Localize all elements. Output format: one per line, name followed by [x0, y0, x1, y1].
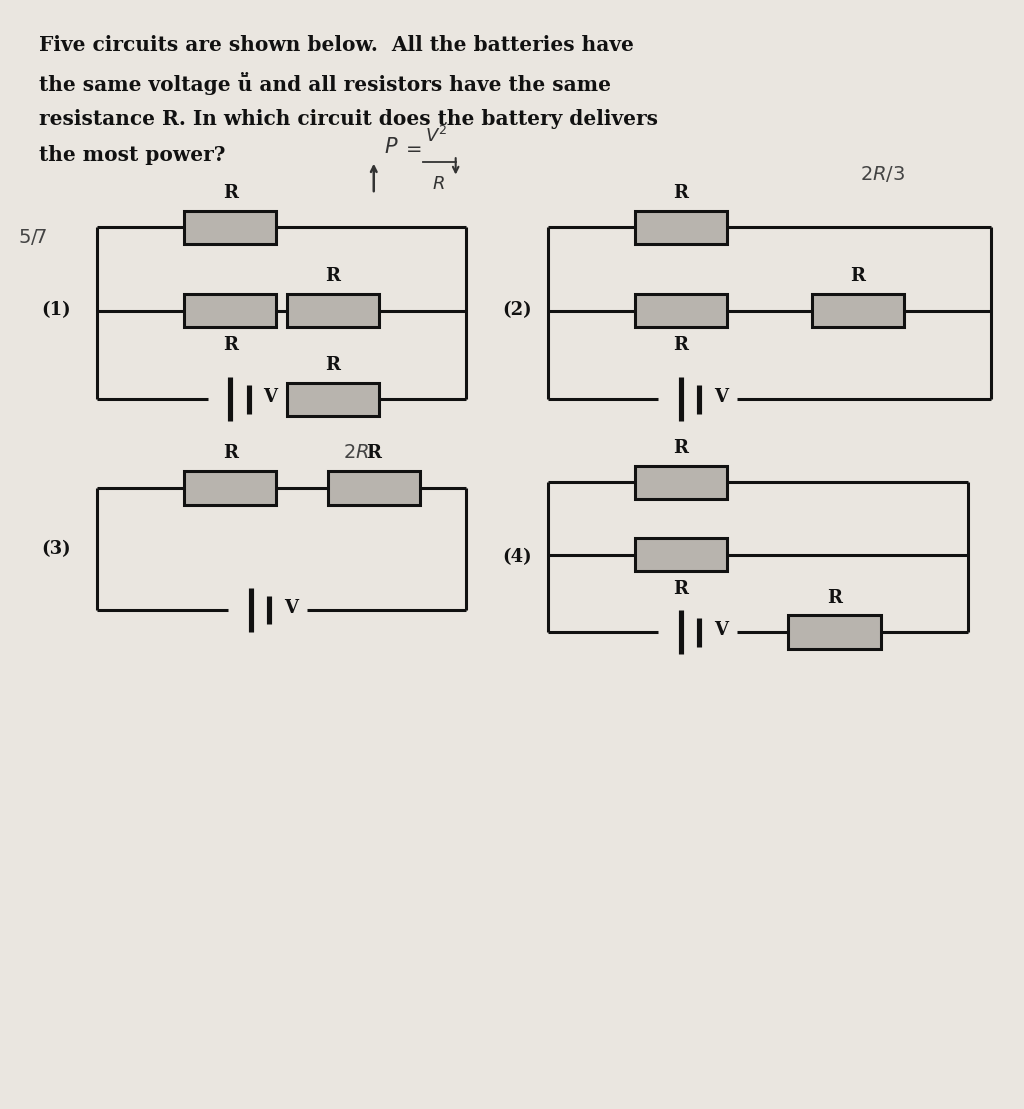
- Text: (1): (1): [41, 302, 71, 319]
- Text: R: R: [367, 445, 381, 462]
- Text: R: R: [674, 439, 688, 457]
- FancyBboxPatch shape: [635, 466, 727, 499]
- Text: $V^2$: $V^2$: [425, 126, 447, 146]
- Text: R: R: [674, 580, 688, 598]
- FancyBboxPatch shape: [635, 294, 727, 327]
- FancyBboxPatch shape: [184, 471, 276, 505]
- Text: $5/7$: $5/7$: [18, 227, 47, 247]
- Text: resistance R. In which circuit does the battery delivers: resistance R. In which circuit does the …: [39, 109, 657, 129]
- FancyBboxPatch shape: [184, 294, 276, 327]
- Text: R: R: [326, 356, 340, 374]
- Text: $R$: $R$: [432, 175, 444, 193]
- FancyBboxPatch shape: [788, 615, 881, 649]
- Text: V: V: [714, 621, 728, 639]
- Text: R: R: [674, 336, 688, 354]
- Text: R: R: [827, 589, 842, 607]
- FancyBboxPatch shape: [287, 294, 379, 327]
- Text: (2): (2): [502, 302, 531, 319]
- Text: the most power?: the most power?: [39, 145, 225, 165]
- Text: $2R/3$: $2R/3$: [860, 164, 905, 184]
- Text: V: V: [714, 388, 728, 406]
- Text: Five circuits are shown below.  All the batteries have: Five circuits are shown below. All the b…: [39, 35, 634, 55]
- Text: R: R: [223, 184, 238, 202]
- Text: $2R$: $2R$: [343, 444, 369, 461]
- Text: R: R: [326, 267, 340, 285]
- FancyBboxPatch shape: [812, 294, 904, 327]
- Text: V: V: [284, 599, 298, 617]
- FancyBboxPatch shape: [635, 211, 727, 244]
- Text: $=$: $=$: [402, 140, 423, 157]
- Text: R: R: [223, 336, 238, 354]
- Text: (4): (4): [502, 548, 531, 567]
- FancyBboxPatch shape: [635, 538, 727, 571]
- Text: $P$: $P$: [384, 138, 398, 157]
- FancyBboxPatch shape: [184, 211, 276, 244]
- Text: R: R: [674, 184, 688, 202]
- Text: (3): (3): [41, 540, 71, 558]
- FancyBboxPatch shape: [328, 471, 420, 505]
- Text: the same voltage ṻ and all resistors have the same: the same voltage ṻ and all resistors hav…: [39, 72, 611, 95]
- Text: R: R: [851, 267, 865, 285]
- Text: R: R: [223, 445, 238, 462]
- FancyBboxPatch shape: [287, 383, 379, 416]
- Text: V: V: [263, 388, 278, 406]
